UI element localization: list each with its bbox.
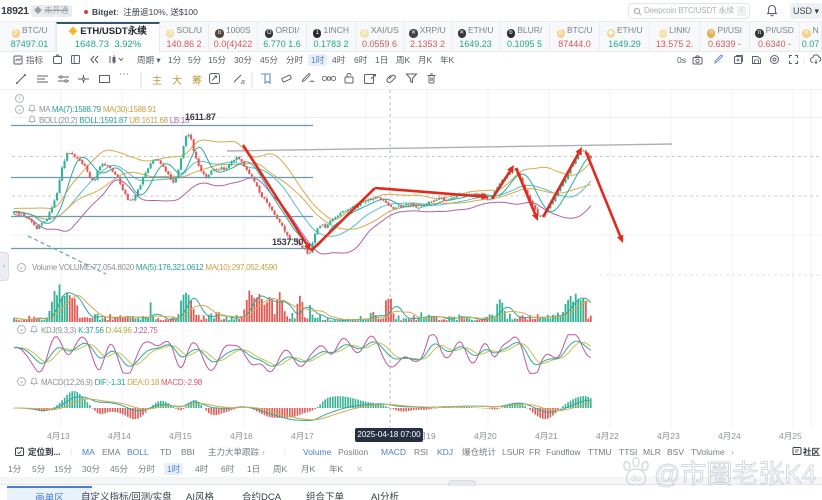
- svg-text:a: a: [241, 79, 245, 85]
- svg-text:du: du: [631, 473, 641, 483]
